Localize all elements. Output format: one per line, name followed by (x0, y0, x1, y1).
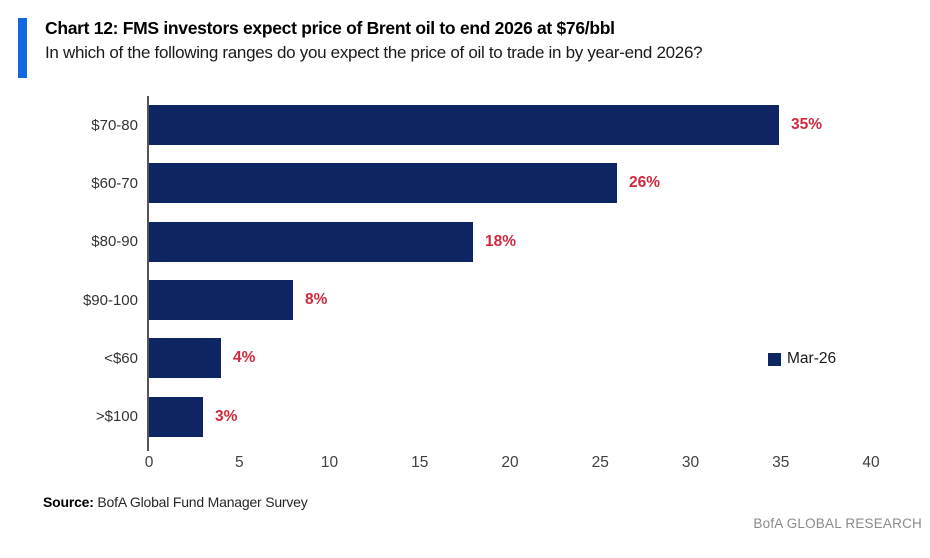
category-label: >$100 (95, 408, 138, 426)
x-axis-tick-label: 20 (501, 454, 519, 471)
x-axis-tick-label: 35 (772, 454, 790, 471)
category-label: <$60 (104, 349, 138, 367)
x-axis-zero-tick-mark (147, 445, 149, 451)
bar-row: $70-80 35% (0, 96, 930, 155)
value-label: 35% (791, 116, 823, 134)
x-axis-tick-label: 5 (234, 454, 244, 471)
bar (149, 338, 221, 379)
category-label: $90-100 (82, 291, 138, 309)
x-axis-tick-label: 10 (320, 454, 339, 471)
x-axis-tick-label: 30 (681, 454, 700, 471)
value-label: 18% (485, 232, 517, 250)
bar-cell: 8% (147, 270, 869, 330)
bar-row: $90-100 8% (0, 270, 930, 330)
source-note: Source: BofA Global Fund Manager Survey (43, 494, 308, 510)
x-axis-tick-label: 25 (591, 454, 609, 471)
value-label: 8% (305, 291, 328, 309)
category-label: $70-80 (91, 116, 138, 134)
source-label: Source: (43, 494, 94, 510)
x-axis: 0 5 10 15 20 25 30 35 40 (145, 445, 880, 476)
x-axis-tick-label: 15 (411, 454, 429, 471)
bar-chart-plot-area: $70-80 35% $60-70 26% $80-90 18% $90-100 8% <$60… (0, 96, 930, 446)
value-label: 4% (233, 349, 256, 367)
bar-cell: 18% (147, 212, 869, 271)
bar-row: $80-90 18% (0, 212, 930, 271)
legend: Mar-26 (768, 350, 836, 368)
chart-title: Chart 12: FMS investors expect price of … (45, 18, 615, 38)
value-label: 3% (215, 407, 238, 425)
bar-cell: 35% (147, 96, 869, 155)
bar-cell: 4% (147, 329, 869, 388)
bar (149, 105, 779, 146)
bar (149, 221, 473, 262)
value-label: 26% (628, 174, 661, 192)
bar-row: <$60 4% (0, 329, 930, 388)
category-label: $60-70 (91, 174, 138, 192)
bar-cell: 26% (147, 154, 869, 213)
bar-row: $60-70 26% (0, 154, 930, 213)
x-axis-tick-label: 0 (144, 454, 154, 471)
title-accent-bar (18, 18, 27, 78)
bar (149, 396, 203, 437)
legend-color-swatch (768, 352, 781, 366)
brand-footer: BofA GLOBAL RESEARCH (753, 516, 922, 531)
bar (149, 280, 293, 321)
category-label: $80-90 (91, 233, 138, 251)
source-text: BofA Global Fund Manager Survey (93, 494, 308, 510)
legend-label: Mar-26 (787, 350, 837, 367)
chart-header: Chart 12: FMS investors expect price of … (18, 16, 922, 78)
x-axis-tick-label: 40 (862, 454, 880, 471)
bar (149, 163, 617, 204)
bar-row: >$100 3% (0, 387, 930, 446)
bar-cell: 3% (147, 387, 869, 446)
chart-subtitle: In which of the following ranges do you … (45, 43, 703, 63)
